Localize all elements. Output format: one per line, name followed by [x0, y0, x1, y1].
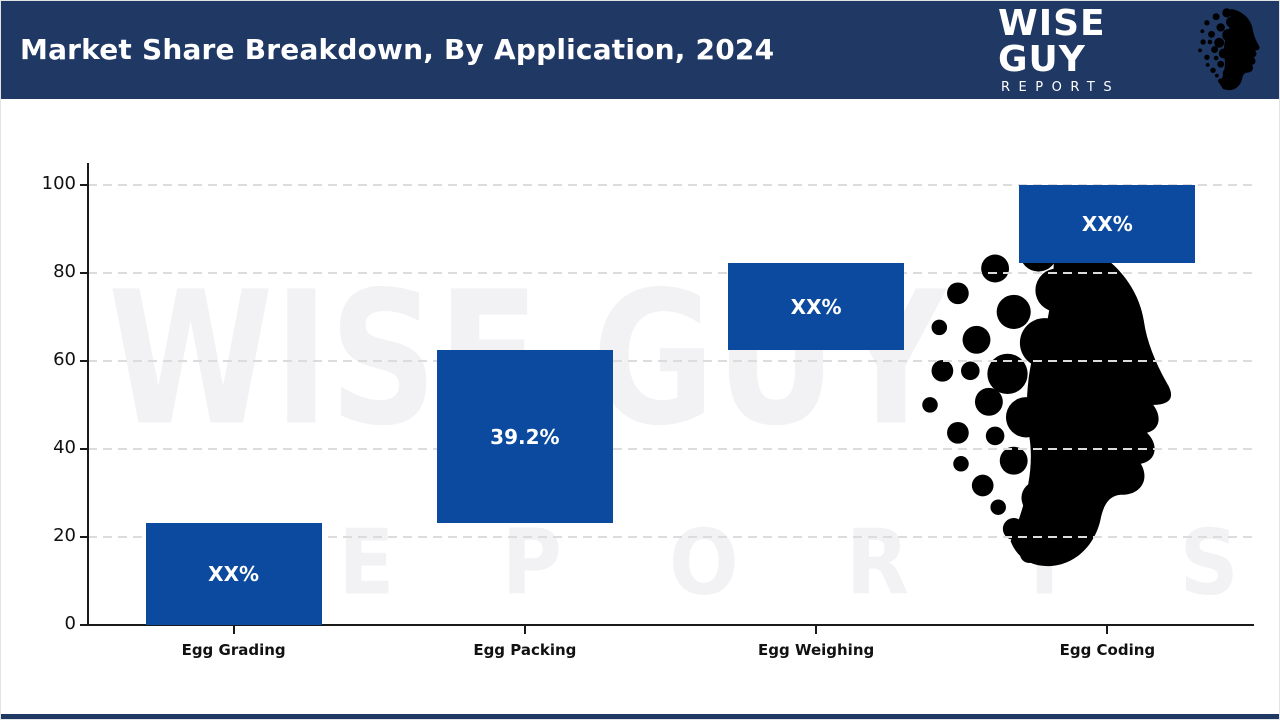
- footer-bar: [0, 714, 1280, 720]
- x-axis-category-label: Egg Weighing: [758, 641, 875, 659]
- x-axis-tick: [1106, 626, 1109, 634]
- x-axis-category-label: Egg Packing: [473, 641, 577, 659]
- x-axis-tick: [523, 626, 526, 634]
- brand-logo: WISE GUY REPORTS: [998, 2, 1266, 95]
- y-axis-tick: [80, 360, 88, 362]
- x-axis-category-label: Egg Coding: [1059, 641, 1156, 659]
- header-bar: Market Share Breakdown, By Application, …: [0, 0, 1280, 99]
- gridline: [88, 184, 1253, 186]
- brand-subtitle: REPORTS: [1001, 79, 1121, 95]
- x-axis-tick: [232, 626, 235, 634]
- x-axis-tick: [815, 626, 818, 634]
- gridline: [88, 536, 1253, 538]
- y-axis-tick-label: 60: [53, 349, 76, 370]
- y-axis-line: [87, 163, 89, 626]
- y-axis-tick: [80, 184, 88, 186]
- brand-name: WISE GUY: [998, 2, 1106, 80]
- y-axis-tick: [80, 536, 88, 538]
- bar-egg-weighing: XX%: [728, 262, 905, 351]
- y-axis-tick: [80, 448, 88, 450]
- y-axis-tick: [80, 624, 88, 626]
- page-title: Market Share Breakdown, By Application, …: [20, 33, 775, 66]
- gridline: [88, 448, 1253, 450]
- wise-guy-head-icon: [1198, 8, 1260, 91]
- x-axis-line: [87, 624, 1254, 626]
- y-axis-tick: [80, 272, 88, 274]
- y-axis-tick-label: 100: [41, 173, 76, 194]
- brand-logo-text: WISE GUY REPORTS: [998, 2, 1192, 95]
- x-axis-category-label: Egg Grading: [181, 641, 286, 659]
- bar-value-label: XX%: [208, 561, 260, 586]
- bar-egg-grading: XX%: [145, 522, 322, 625]
- gridline: [88, 272, 1253, 274]
- bar-egg-coding: XX%: [1019, 185, 1196, 263]
- bar-value-label: 39.2%: [490, 424, 560, 449]
- bar-value-label: XX%: [1081, 211, 1133, 236]
- bar-value-label: XX%: [790, 294, 842, 319]
- bar-egg-packing: 39.2%: [436, 350, 613, 523]
- gridline: [88, 360, 1253, 362]
- y-axis-tick-label: 80: [53, 261, 76, 282]
- y-axis-tick-label: 20: [53, 525, 76, 546]
- y-axis-tick-label: 40: [53, 437, 76, 458]
- y-axis-tick-label: 0: [64, 613, 76, 634]
